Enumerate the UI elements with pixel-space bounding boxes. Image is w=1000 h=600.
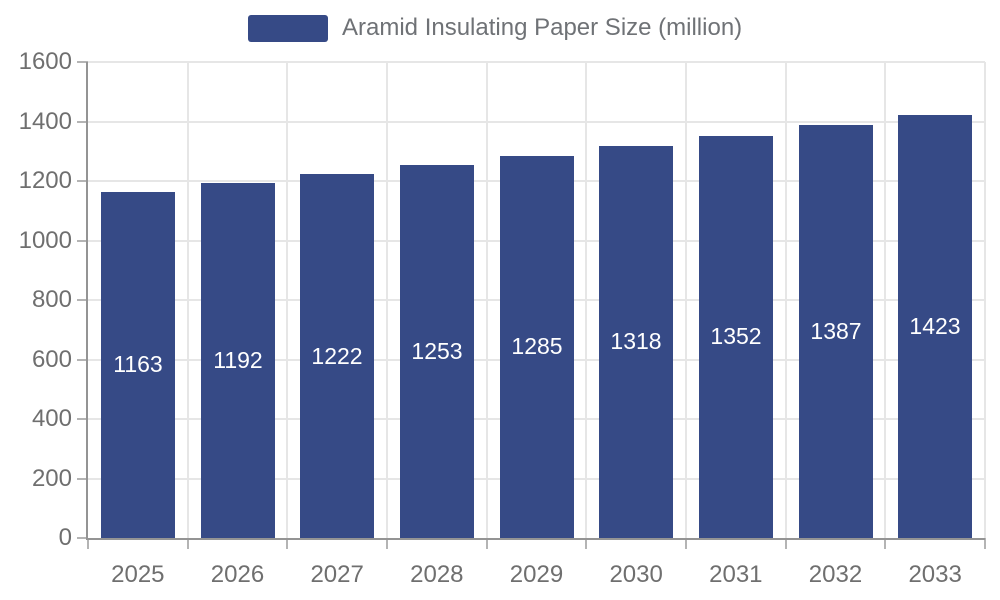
x-axis-label: 2033 bbox=[908, 561, 962, 588]
x-axis-tick bbox=[685, 538, 687, 549]
x-axis-label: 2028 bbox=[410, 561, 464, 588]
y-axis-label: 0 bbox=[58, 524, 72, 551]
x-axis-tick bbox=[585, 538, 588, 549]
bar-2027: 1222 bbox=[300, 174, 374, 538]
y-axis-tick bbox=[77, 180, 88, 182]
bar-value-label: 1285 bbox=[511, 333, 563, 360]
gridline-vertical bbox=[984, 62, 986, 538]
y-axis-tick bbox=[77, 358, 88, 361]
bar-2031: 1352 bbox=[699, 135, 773, 538]
gridline-horizontal bbox=[88, 120, 985, 123]
y-axis-tick bbox=[77, 537, 88, 539]
gridline-vertical bbox=[286, 62, 289, 538]
y-axis-tick bbox=[77, 120, 88, 123]
bar-value-label: 1318 bbox=[610, 328, 662, 355]
bar-2029: 1285 bbox=[500, 155, 574, 538]
x-axis-tick bbox=[485, 538, 488, 549]
gridline-vertical bbox=[386, 62, 388, 538]
x-axis-label: 2026 bbox=[210, 561, 265, 588]
x-axis-line bbox=[86, 538, 985, 540]
bar-value-label: 1222 bbox=[311, 342, 363, 369]
y-axis-line bbox=[86, 62, 88, 540]
bar-2033: 1423 bbox=[898, 114, 972, 538]
legend-swatch bbox=[248, 14, 328, 42]
x-axis-tick bbox=[784, 538, 787, 549]
y-axis-tick bbox=[77, 61, 88, 63]
bar-value-label: 1192 bbox=[213, 347, 263, 374]
gridline-horizontal bbox=[88, 61, 985, 63]
x-axis-label: 2027 bbox=[310, 561, 364, 588]
y-axis-label: 600 bbox=[31, 345, 72, 373]
x-axis-tick bbox=[87, 538, 89, 549]
x-axis-tick bbox=[984, 538, 986, 549]
bar-value-label: 1423 bbox=[909, 312, 961, 339]
gridline-vertical bbox=[186, 62, 189, 538]
legend-label: Aramid Insulating Paper Size (million) bbox=[342, 14, 743, 41]
bar-2030: 1318 bbox=[599, 145, 673, 538]
gridline-vertical bbox=[585, 62, 588, 538]
x-axis-tick bbox=[884, 538, 887, 549]
y-axis-label: 1000 bbox=[18, 226, 72, 254]
bar-value-label: 1163 bbox=[113, 351, 163, 378]
bar-2032: 1387 bbox=[799, 125, 873, 538]
bar-value-label: 1387 bbox=[810, 318, 862, 345]
gridline-vertical bbox=[485, 62, 488, 538]
gridline-vertical bbox=[784, 62, 787, 538]
bar-2025: 1163 bbox=[101, 192, 175, 538]
y-axis-label: 1400 bbox=[18, 107, 72, 135]
x-axis-label: 2025 bbox=[111, 561, 165, 588]
x-axis-tick bbox=[286, 538, 289, 549]
gridline-vertical bbox=[884, 62, 887, 538]
bar-2028: 1253 bbox=[400, 165, 474, 538]
y-axis-label: 1600 bbox=[18, 48, 72, 75]
x-axis-tick bbox=[186, 538, 189, 549]
y-axis-label: 400 bbox=[31, 405, 72, 432]
x-axis-label: 2031 bbox=[709, 561, 763, 588]
bar-value-label: 1352 bbox=[710, 323, 762, 350]
y-axis-label: 200 bbox=[31, 464, 72, 492]
x-axis-tick bbox=[386, 538, 388, 549]
y-axis-label: 800 bbox=[31, 286, 72, 313]
gridline-vertical bbox=[685, 62, 687, 538]
y-axis-tick bbox=[77, 477, 88, 480]
y-axis-tick bbox=[77, 239, 88, 242]
y-axis-tick bbox=[77, 418, 88, 420]
y-axis-tick bbox=[77, 299, 88, 301]
y-axis-label: 1200 bbox=[18, 167, 72, 194]
x-axis-label: 2030 bbox=[609, 561, 663, 588]
bar-value-label: 1253 bbox=[411, 338, 463, 365]
bar-2026: 1192 bbox=[201, 183, 275, 538]
x-axis-label: 2029 bbox=[509, 561, 564, 588]
legend[interactable]: Aramid Insulating Paper Size (million) bbox=[248, 14, 742, 42]
x-axis-label: 2032 bbox=[808, 561, 863, 588]
